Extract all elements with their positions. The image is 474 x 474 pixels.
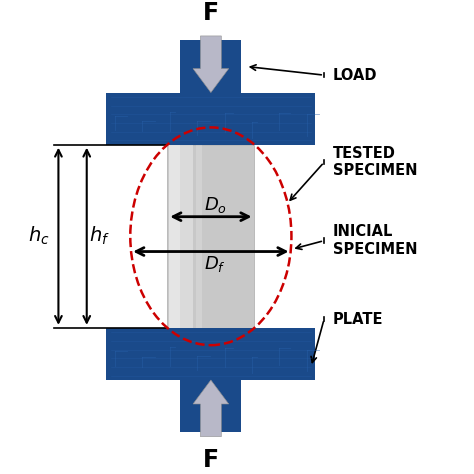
Text: $h_c$: $h_c$ xyxy=(28,225,50,247)
Text: INICIAL
SPECIMEN: INICIAL SPECIMEN xyxy=(333,225,417,257)
Text: TESTED
SPECIMEN: TESTED SPECIMEN xyxy=(333,146,417,178)
Bar xyxy=(181,380,241,432)
Bar xyxy=(196,145,202,328)
Text: $D_f$: $D_f$ xyxy=(204,254,226,273)
Text: LOAD: LOAD xyxy=(333,68,377,82)
Bar xyxy=(181,40,241,92)
FancyArrow shape xyxy=(193,36,229,92)
Text: $h_f$: $h_f$ xyxy=(89,225,110,247)
Bar xyxy=(170,145,181,328)
Text: $D_o$: $D_o$ xyxy=(204,194,227,215)
Text: PLATE: PLATE xyxy=(333,311,383,327)
Bar xyxy=(180,145,192,328)
Text: F: F xyxy=(203,447,219,472)
Bar xyxy=(106,92,315,145)
Text: F: F xyxy=(203,1,219,25)
Bar xyxy=(167,145,255,328)
Bar xyxy=(106,328,315,380)
FancyArrow shape xyxy=(193,380,229,437)
